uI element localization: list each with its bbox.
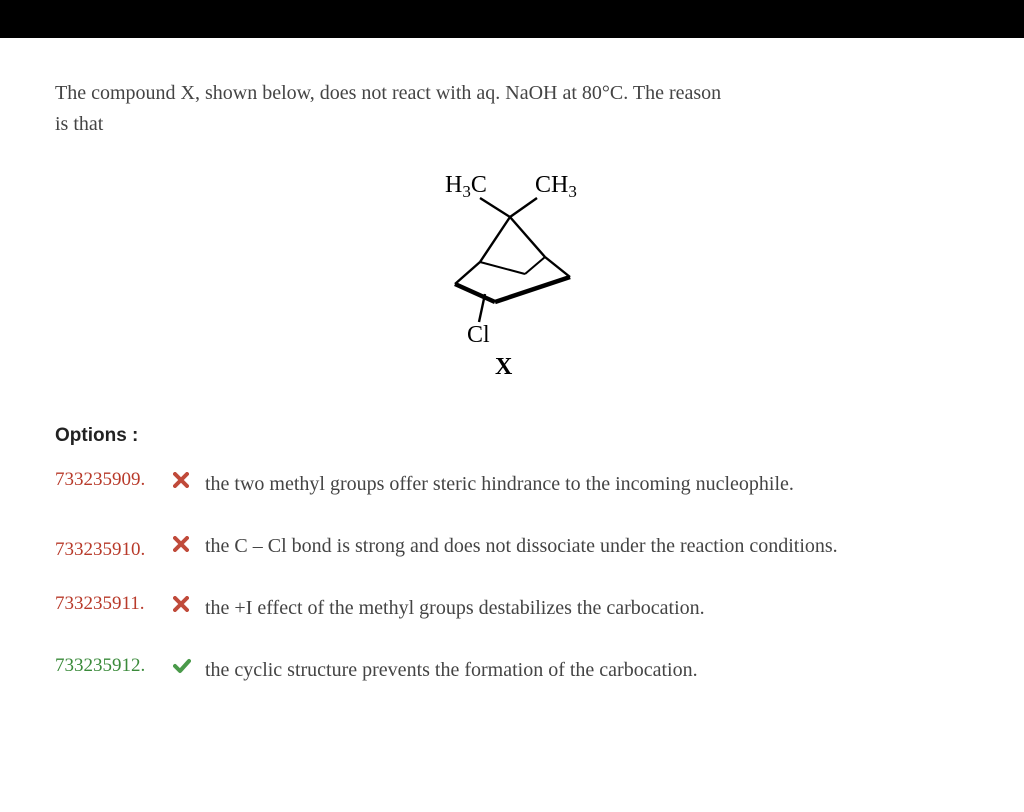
label-x: X: [495, 354, 513, 380]
check-icon: [173, 658, 197, 679]
option-row: 733235911. the +I effect of the methyl g…: [55, 593, 974, 623]
option-id: 733235909.: [55, 469, 173, 491]
options-heading: Options :: [55, 425, 974, 447]
content-area: The compound X, shown below, does not re…: [0, 38, 1024, 747]
option-row: 733235909. the two methyl groups offer s…: [55, 469, 974, 499]
option-id: 733235912.: [55, 655, 173, 677]
cross-icon: [173, 536, 197, 557]
question-line2: is that: [55, 113, 103, 135]
option-id: 733235910.: [55, 539, 173, 561]
option-text: the C – Cl bond is strong and does not d…: [205, 531, 974, 561]
structure-diagram: H3C CH3 Cl X: [55, 162, 974, 397]
option-row: 733235910. the C – Cl bond is strong and…: [55, 531, 974, 561]
label-ch3: CH3: [535, 172, 577, 201]
cross-icon: [173, 472, 197, 493]
label-cl: Cl: [467, 322, 490, 348]
option-row: 733235912. the cyclic structure prevents…: [55, 655, 974, 685]
option-text: the cyclic structure prevents the format…: [205, 655, 974, 685]
question-text: The compound X, shown below, does not re…: [55, 78, 974, 140]
option-text: the two methyl groups offer steric hindr…: [205, 469, 974, 499]
top-black-bar: [0, 0, 1024, 38]
question-line1: The compound X, shown below, does not re…: [55, 82, 721, 104]
cross-icon: [173, 596, 197, 617]
label-h3c: H3C: [445, 172, 487, 201]
option-text: the +I effect of the methyl groups desta…: [205, 593, 974, 623]
option-id: 733235911.: [55, 593, 173, 615]
